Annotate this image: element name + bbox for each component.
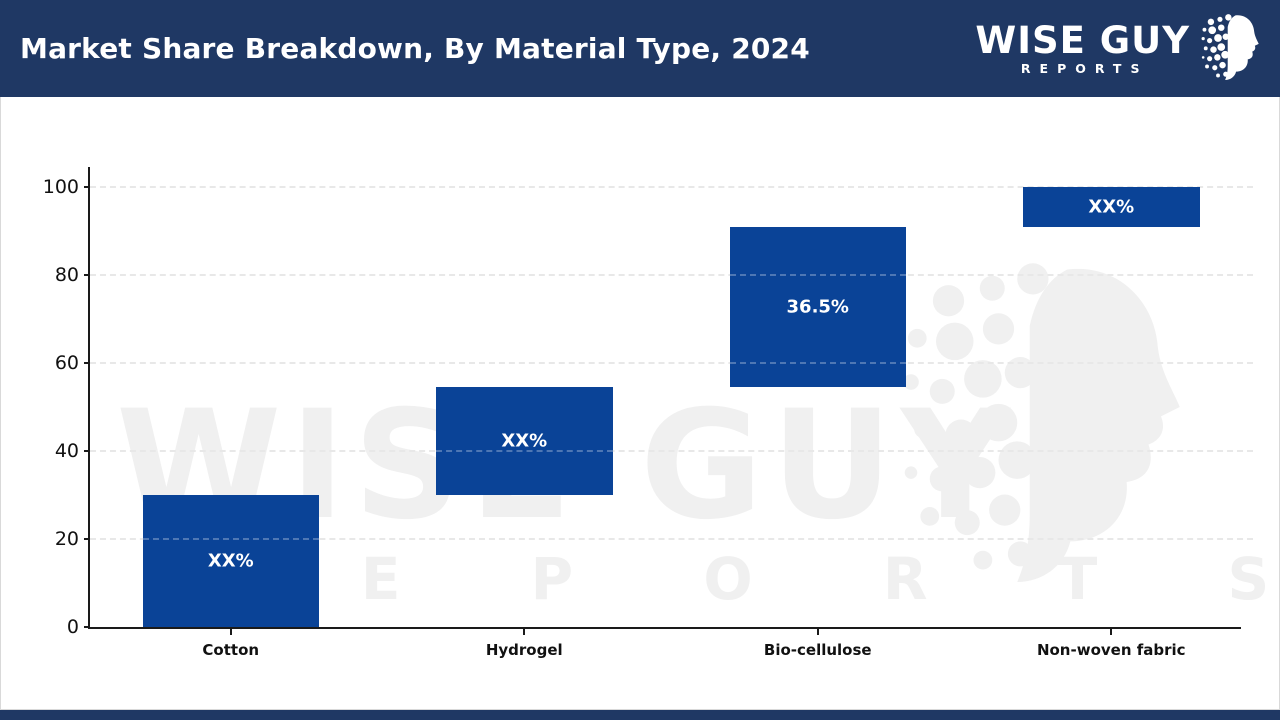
- bar-value-label-hydrogel: XX%: [501, 430, 548, 452]
- y-tick-label-40: 40: [54, 440, 79, 462]
- footer-bar: [0, 710, 1280, 720]
- y-tick-label-0: 0: [66, 616, 79, 638]
- gridline-overlay-20-cotton: [142, 538, 319, 540]
- gridline-overlay-60-bio-cellulose: [729, 362, 906, 364]
- wiseguy-logo: WISE GUY REPORTS: [975, 10, 1260, 88]
- gridline-40: [90, 450, 1253, 452]
- y-tick-label-80: 80: [54, 264, 79, 286]
- y-tick-20: [84, 538, 90, 540]
- x-tick-hydrogel: [523, 627, 526, 635]
- logo-wordmark: WISE GUY: [975, 18, 1190, 62]
- bar-bio-cellulose: [729, 226, 906, 388]
- gridline-overlay-40-hydrogel: [436, 450, 613, 452]
- watermark-face-icon: [903, 263, 1180, 582]
- bar-value-label-cotton: XX%: [207, 550, 254, 572]
- plot-area: 0 20 40 60 80 100 XX% Cotton XX% Hydrogel 36.5% Bio…: [1, 97, 1279, 709]
- watermark-subtext: R E P O R T S: [186, 545, 1280, 613]
- x-tick-cotton: [229, 627, 232, 635]
- x-tick-non-woven-fabric: [1110, 627, 1113, 635]
- x-tick-label-non-woven-fabric: Non-woven fabric: [1036, 641, 1186, 659]
- chart-title: Market Share Breakdown, By Material Type…: [20, 32, 810, 65]
- y-tick-100: [84, 186, 90, 188]
- logo-wordmark-block: WISE GUY REPORTS: [975, 22, 1190, 76]
- bar-non-woven-fabric: [1023, 187, 1200, 227]
- gridline-100: [90, 186, 1253, 188]
- y-axis-spine: [88, 167, 90, 629]
- x-tick-label-hydrogel: Hydrogel: [485, 641, 563, 659]
- logo-face-icon: [1201, 13, 1259, 80]
- x-tick-bio-cellulose: [816, 627, 819, 635]
- y-tick-40: [84, 450, 90, 452]
- y-tick-80: [84, 274, 90, 276]
- y-tick-label-100: 100: [42, 176, 79, 198]
- bar-cotton: [142, 495, 319, 627]
- y-tick-label-20: 20: [54, 528, 79, 550]
- y-tick-60: [84, 362, 90, 364]
- x-axis-spine: [88, 627, 1241, 629]
- bar-value-label-bio-cellulose: 36.5%: [786, 296, 849, 318]
- gridline-80: [90, 274, 1253, 276]
- y-tick-0: [84, 626, 90, 628]
- chart-panel: WISE GUY R E P O R T S 0 20 40 60 80 100 XX% Co…: [0, 97, 1280, 710]
- gridline-overlay-80-bio-cellulose: [729, 274, 906, 276]
- y-tick-label-60: 60: [54, 352, 79, 374]
- bar-value-label-non-woven-fabric: XX%: [1088, 196, 1135, 218]
- gridline-20: [90, 538, 1253, 540]
- logo-subtext: REPORTS: [1020, 60, 1149, 76]
- x-tick-label-bio-cellulose: Bio-cellulose: [763, 641, 872, 659]
- header-bar: Market Share Breakdown, By Material Type…: [0, 0, 1280, 97]
- x-tick-label-cotton: Cotton: [202, 641, 260, 659]
- bar-hydrogel: [436, 387, 613, 495]
- gridline-60: [90, 362, 1253, 364]
